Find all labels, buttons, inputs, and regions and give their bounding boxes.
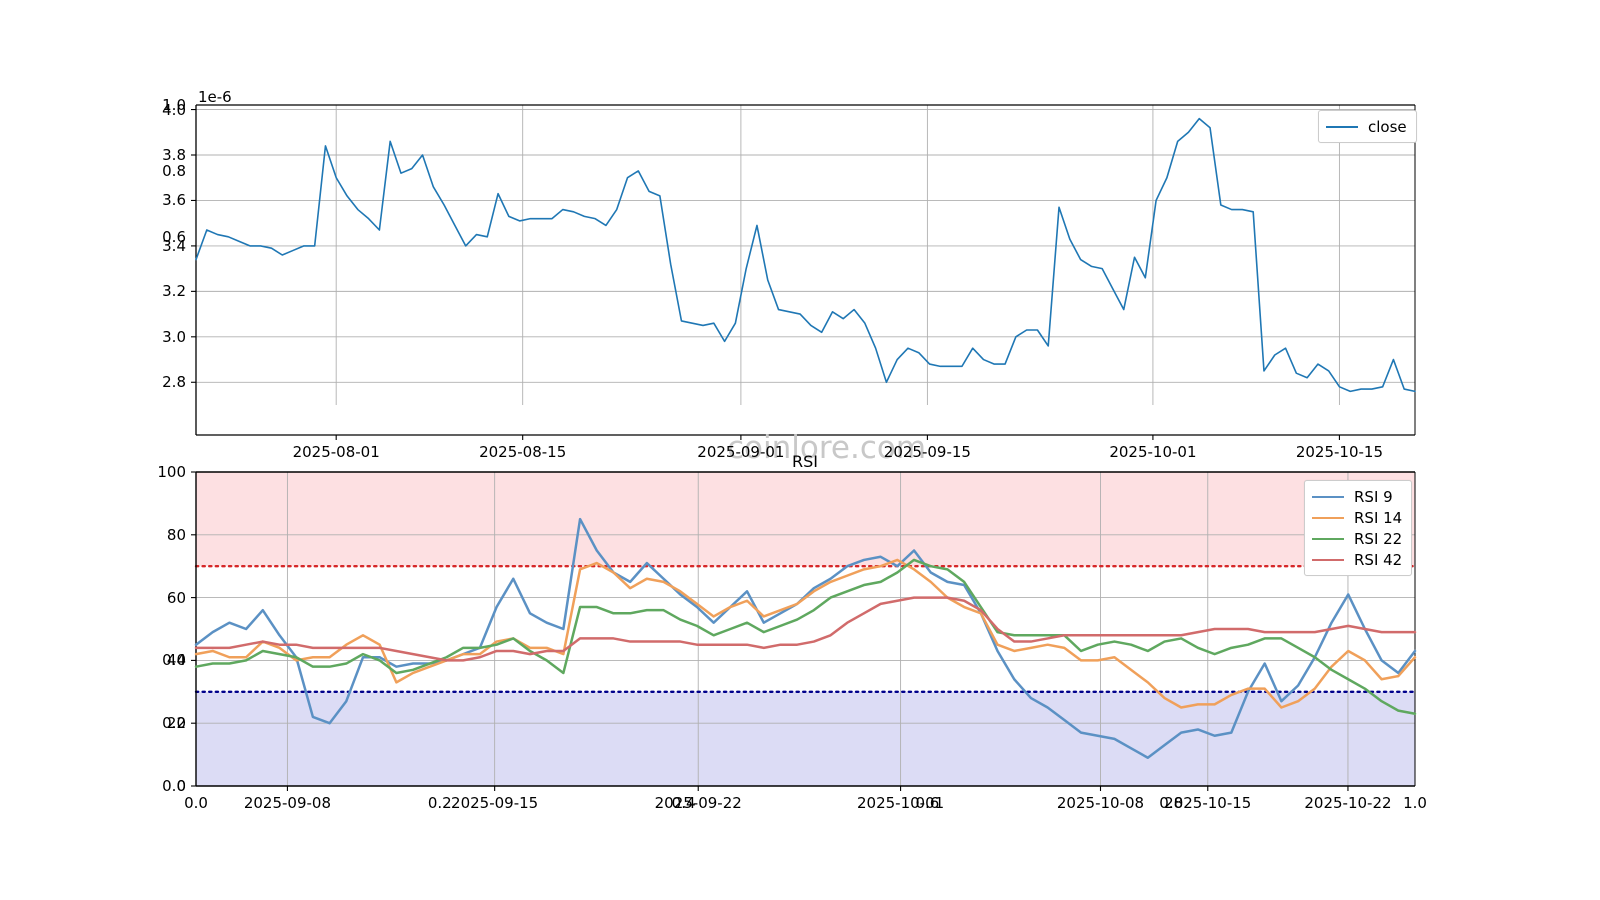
rsi-xtick-label: 2025-10-22 bbox=[1304, 794, 1392, 812]
price-axis-offset-label: 1e-6 bbox=[198, 88, 232, 106]
rsi-legend-item[interactable]: RSI 42 bbox=[1312, 549, 1402, 570]
rsi-overlay-xtick-label: 0.4 bbox=[671, 794, 696, 812]
rsi-ytick-label: 100 bbox=[157, 463, 186, 481]
rsi-legend: RSI 9 RSI 14 RSI 22 RSI 42 bbox=[1304, 480, 1413, 576]
rsi-series-line-rsi-42 bbox=[194, 596, 1417, 662]
rsi-oversold-band bbox=[196, 691, 1415, 786]
rsi-overlay-xtick-label: 0.8 bbox=[1159, 794, 1184, 812]
rsi-legend-item[interactable]: RSI 22 bbox=[1312, 528, 1402, 549]
price-overlay-ytick-label: 0.6 bbox=[162, 228, 186, 246]
price-ytick-label: 3.4 bbox=[162, 236, 186, 255]
rsi-overlay-ytick-label: 0.2 bbox=[162, 714, 186, 733]
price-legend: close bbox=[1318, 110, 1417, 143]
price-legend-label: close bbox=[1368, 117, 1407, 136]
price-close-line bbox=[195, 117, 1416, 393]
rsi-legend-label: RSI 22 bbox=[1354, 529, 1403, 548]
legend-color-swatch-icon bbox=[1326, 125, 1358, 128]
rsi-xtick-label: 2025-09-15 bbox=[451, 794, 539, 812]
price-overlay-ytick-label: 0.8 bbox=[162, 162, 186, 180]
rsi-ytick-label: 40 bbox=[166, 651, 186, 670]
price-xtick-label: 2025-09-15 bbox=[883, 443, 971, 461]
rsi-overlay-xtick-label: 0.6 bbox=[915, 794, 940, 812]
rsi-ytick-label: 20 bbox=[166, 714, 186, 733]
watermark-coinlore: coinlore.com bbox=[727, 430, 927, 466]
rsi-panel-title: RSI bbox=[792, 452, 818, 471]
rsi-overlay-xtick-label: 1.0 bbox=[1403, 794, 1427, 812]
legend-color-swatch-icon bbox=[1312, 495, 1344, 498]
rsi-legend-label: RSI 9 bbox=[1354, 487, 1393, 506]
rsi-ytick-label: 0 bbox=[176, 777, 186, 795]
price-overlay-ytick-label: 1.0 bbox=[162, 96, 186, 114]
price-ytick-label: 2.8 bbox=[162, 373, 186, 392]
price-ytick-label: 3.8 bbox=[162, 146, 186, 164]
price-legend-item[interactable]: close bbox=[1326, 116, 1407, 137]
price-xtick-label: 2025-08-01 bbox=[292, 443, 380, 461]
rsi-overlay-xtick-label: 0.0 bbox=[184, 794, 208, 812]
price-ytick-label: 3.2 bbox=[162, 282, 186, 301]
rsi-xtick-label: 2025-10-08 bbox=[1056, 794, 1145, 812]
price-ytick-label: 3.0 bbox=[162, 327, 186, 346]
price-xtick-label: 2025-10-01 bbox=[1109, 443, 1197, 461]
legend-color-swatch-icon bbox=[1312, 537, 1344, 540]
rsi-series-line-rsi-22 bbox=[194, 558, 1417, 716]
price-xtick-label: 2025-08-15 bbox=[479, 443, 567, 461]
price-ytick-label: 3.6 bbox=[162, 191, 186, 210]
price-ytick-label: 4.0 bbox=[162, 100, 186, 119]
price-xtick-label: 2025-10-15 bbox=[1295, 443, 1384, 461]
rsi-overlay-ytick-label: 0.4 bbox=[162, 651, 186, 670]
rsi-xtick-label: 2025-09-22 bbox=[654, 794, 742, 812]
legend-color-swatch-icon bbox=[1312, 558, 1344, 561]
rsi-legend-item[interactable]: RSI 9 bbox=[1312, 486, 1402, 507]
rsi-overlay-xtick-label: 0.2 bbox=[427, 794, 452, 812]
rsi-legend-label: RSI 42 bbox=[1354, 550, 1403, 569]
rsi-xtick-label: 2025-09-08 bbox=[243, 794, 332, 812]
rsi-overbought-band bbox=[196, 472, 1415, 567]
rsi-ytick-label: 60 bbox=[166, 588, 186, 607]
rsi-overlay-ytick-label: 0.0 bbox=[162, 777, 186, 795]
rsi-xtick-label: 2025-10-01 bbox=[856, 794, 945, 812]
rsi-legend-label: RSI 14 bbox=[1354, 508, 1403, 527]
rsi-ytick-label: 80 bbox=[166, 525, 186, 544]
price-xtick-label: 2025-09-01 bbox=[697, 443, 785, 461]
rsi-series-line-rsi-9 bbox=[194, 517, 1417, 759]
rsi-series-line-rsi-14 bbox=[194, 558, 1417, 709]
rsi-legend-item[interactable]: RSI 14 bbox=[1312, 507, 1402, 528]
rsi-xtick-label: 2025-10-15 bbox=[1164, 794, 1252, 812]
legend-color-swatch-icon bbox=[1312, 516, 1344, 519]
